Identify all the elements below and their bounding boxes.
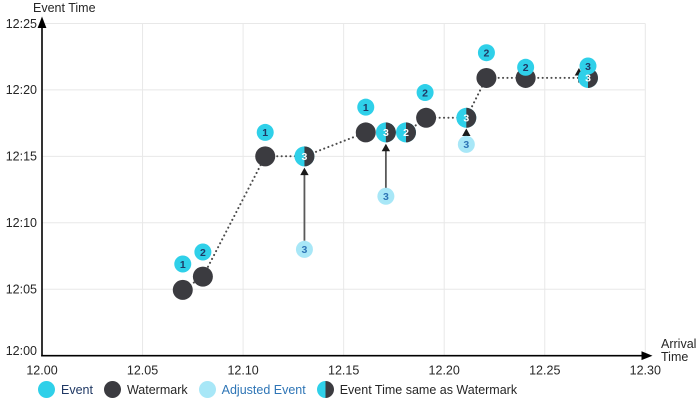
x-axis-title-line2: Time bbox=[661, 349, 689, 364]
same-as-watermark-number: 3 bbox=[302, 151, 308, 163]
adjusted-event-marker bbox=[295, 240, 313, 258]
legend-item-watermark: Watermark bbox=[103, 381, 188, 398]
adjustment-arrow-head-icon bbox=[381, 143, 391, 152]
x-tick-label: 12.05 bbox=[127, 364, 158, 378]
x-axis-title-line1: Arrival bbox=[661, 337, 696, 351]
event-number: 2 bbox=[484, 47, 490, 59]
legend: Event Watermark Adjusted Event Event Tim… bbox=[38, 381, 517, 398]
event-marker bbox=[416, 84, 434, 102]
event-marker bbox=[174, 255, 192, 273]
same-as-watermark-number: 2 bbox=[403, 127, 409, 139]
watermark-marker bbox=[355, 122, 376, 143]
event-number: 1 bbox=[262, 127, 268, 139]
watermark-marker bbox=[476, 67, 497, 88]
y-axis-title: Event Time bbox=[33, 1, 96, 15]
x-tick-label: 12.30 bbox=[630, 364, 661, 378]
event-marker bbox=[357, 98, 375, 116]
event-number: 1 bbox=[363, 102, 369, 114]
event-number: 3 bbox=[585, 61, 591, 73]
event-number: 2 bbox=[523, 62, 529, 74]
same-as-watermark-marker-right-half bbox=[385, 122, 396, 143]
legend-item-adjusted-event: Adjusted Event bbox=[198, 381, 306, 398]
x-tick-label: 12.20 bbox=[429, 364, 460, 378]
event-number: 2 bbox=[422, 87, 428, 99]
event-marker bbox=[477, 44, 495, 62]
adjustment-arrow-head-icon bbox=[300, 167, 309, 176]
same-as-watermark-marker-right-half bbox=[466, 107, 477, 128]
event-number: 1 bbox=[180, 259, 186, 271]
y-tick-label: 12:00 bbox=[6, 344, 37, 358]
watermark-dotted-line bbox=[181, 76, 589, 291]
event-number: 2 bbox=[200, 247, 206, 259]
adjusted-event-marker bbox=[457, 135, 475, 153]
adjusted-event-marker bbox=[377, 187, 395, 205]
watermark-swatch-icon bbox=[103, 381, 121, 398]
same-as-watermark-marker-right-half bbox=[405, 122, 416, 143]
y-tick-label: 12:10 bbox=[6, 216, 37, 230]
x-tick-label: 12.00 bbox=[26, 364, 57, 378]
watermark-marker bbox=[172, 279, 193, 300]
x-axis-arrowhead-icon bbox=[641, 351, 653, 361]
adjusted-event-number: 3 bbox=[383, 191, 389, 203]
legend-label-same-as-watermark: Event Time same as Watermark bbox=[339, 382, 518, 397]
legend-label-event: Event bbox=[61, 382, 93, 397]
event-marker bbox=[256, 123, 274, 141]
adjusted-event-number: 3 bbox=[463, 139, 469, 151]
x-tick-label: 12.25 bbox=[529, 364, 560, 378]
legend-item-event: Event bbox=[38, 381, 93, 398]
x-axis-title: Arrival Time bbox=[661, 338, 696, 363]
y-tick-label: 12:20 bbox=[6, 83, 37, 97]
same-as-watermark-swatch-icon bbox=[316, 381, 334, 398]
event-marker bbox=[517, 58, 535, 76]
watermark-marker bbox=[255, 146, 276, 167]
legend-item-same-as-watermark: Event Time same as Watermark bbox=[316, 381, 518, 398]
y-tick-label: 12:05 bbox=[6, 283, 37, 297]
y-axis-arrowhead-icon bbox=[37, 16, 47, 28]
same-as-watermark-number: 3 bbox=[463, 113, 469, 125]
event-marker bbox=[194, 243, 212, 261]
adjusted-event-number: 3 bbox=[302, 244, 308, 256]
same-as-watermark-number: 3 bbox=[585, 73, 591, 85]
event-swatch-icon bbox=[38, 381, 55, 398]
legend-label-watermark: Watermark bbox=[126, 382, 188, 397]
adjustment-arrow-head-icon bbox=[462, 128, 471, 136]
x-tick-label: 12.15 bbox=[328, 364, 359, 378]
x-tick-label: 12.10 bbox=[227, 364, 258, 378]
legend-label-adjusted-event: Adjusted Event bbox=[221, 382, 306, 397]
event-marker bbox=[579, 57, 597, 75]
y-tick-label: 12:25 bbox=[6, 17, 37, 31]
adjusted-event-swatch-icon bbox=[198, 381, 216, 398]
same-as-watermark-number: 3 bbox=[383, 127, 389, 139]
y-tick-label: 12:15 bbox=[6, 150, 37, 164]
watermark-marker bbox=[192, 266, 213, 287]
watermark-marker bbox=[416, 107, 437, 128]
same-as-watermark-marker-right-half bbox=[304, 146, 315, 167]
